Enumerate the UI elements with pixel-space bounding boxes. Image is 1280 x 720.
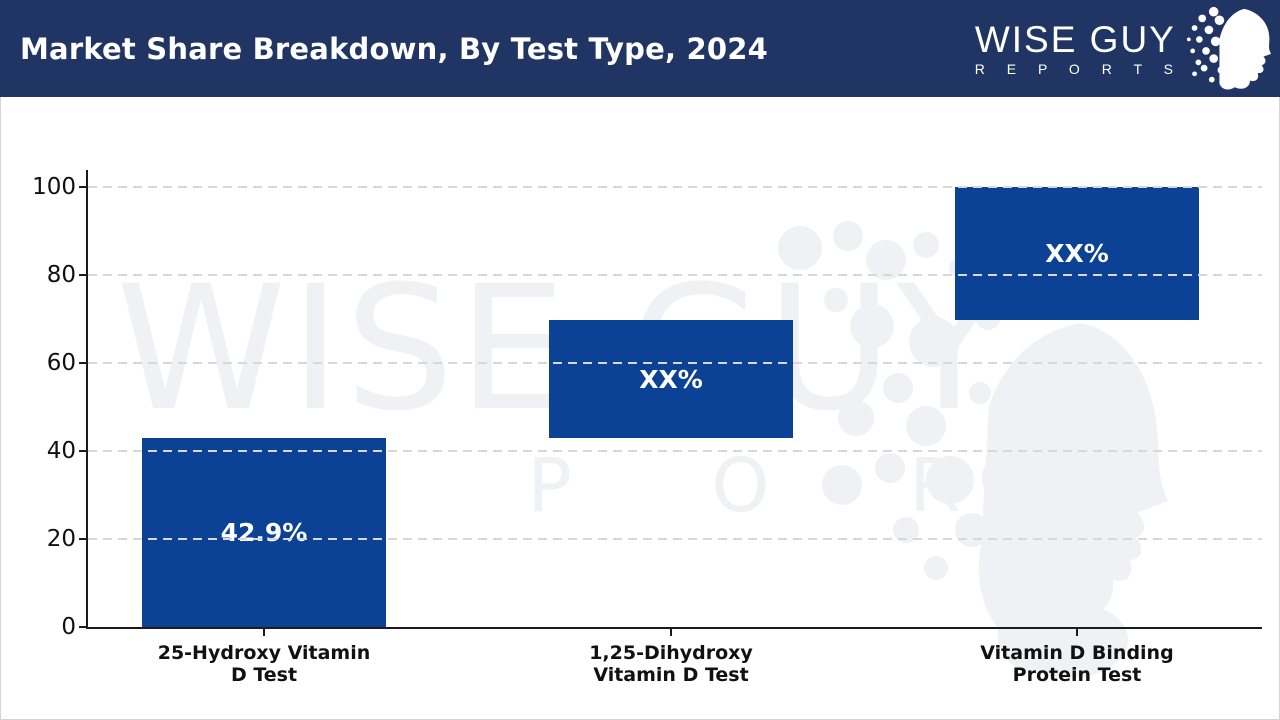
bar-segment: XX% xyxy=(549,320,793,439)
x-tick-mark xyxy=(1076,629,1078,636)
chart-title: Market Share Breakdown, By Test Type, 20… xyxy=(20,31,769,66)
bar-value-label: 42.9% xyxy=(220,518,308,547)
y-tick-mark xyxy=(79,185,87,188)
y-tick-label: 20 xyxy=(46,525,76,552)
y-tick-label: 40 xyxy=(46,437,76,464)
x-tick-mark xyxy=(263,629,265,636)
y-tick-mark xyxy=(79,273,87,276)
y-tick-label: 60 xyxy=(46,349,76,376)
logo-subtitle: R E P O R T S xyxy=(974,61,1182,78)
bar-segment: XX% xyxy=(955,186,1199,321)
bar-segment: 42.9% xyxy=(142,438,386,627)
plot-area: 0 20 40 60 80 100 42.9% 25-Hydroxy Vitamin D Tes… xyxy=(0,97,1280,720)
gridline-60 xyxy=(88,361,1262,364)
bar-value-label: XX% xyxy=(639,364,703,394)
chart-area: WISE GUY R E P O R T S xyxy=(0,97,1280,720)
x-category-label: Vitamin D Binding Protein Test xyxy=(980,642,1174,686)
logo-wordmark: WISE GUY xyxy=(974,18,1176,60)
y-tick-label: 0 xyxy=(61,614,76,640)
y-tick-label: 100 xyxy=(32,173,76,200)
logo-text: WISE GUY R E P O R T S xyxy=(969,18,1182,78)
x-tick-mark xyxy=(670,629,672,636)
y-tick-mark xyxy=(79,449,87,452)
y-tick-label: 80 xyxy=(46,261,76,288)
y-tick-mark xyxy=(79,537,87,540)
gridline-40 xyxy=(88,449,1262,452)
x-category-label: 25-Hydroxy Vitamin D Test xyxy=(157,642,371,686)
header: Market Share Breakdown, By Test Type, 20… xyxy=(0,0,1280,97)
y-axis-line xyxy=(86,170,88,629)
gridline-20 xyxy=(88,537,1262,540)
gridline-100 xyxy=(88,185,1262,188)
bar-value-label: XX% xyxy=(1045,238,1109,268)
x-axis-line xyxy=(86,627,1262,629)
y-tick-mark xyxy=(79,361,87,364)
y-tick-mark xyxy=(79,626,87,628)
gridline-80 xyxy=(88,273,1262,276)
wise-guy-logo: WISE GUY R E P O R T S xyxy=(969,4,1274,94)
wise-guy-face-icon xyxy=(1186,6,1272,90)
x-category-label: 1,25-Dihydroxy Vitamin D Test xyxy=(589,642,753,686)
